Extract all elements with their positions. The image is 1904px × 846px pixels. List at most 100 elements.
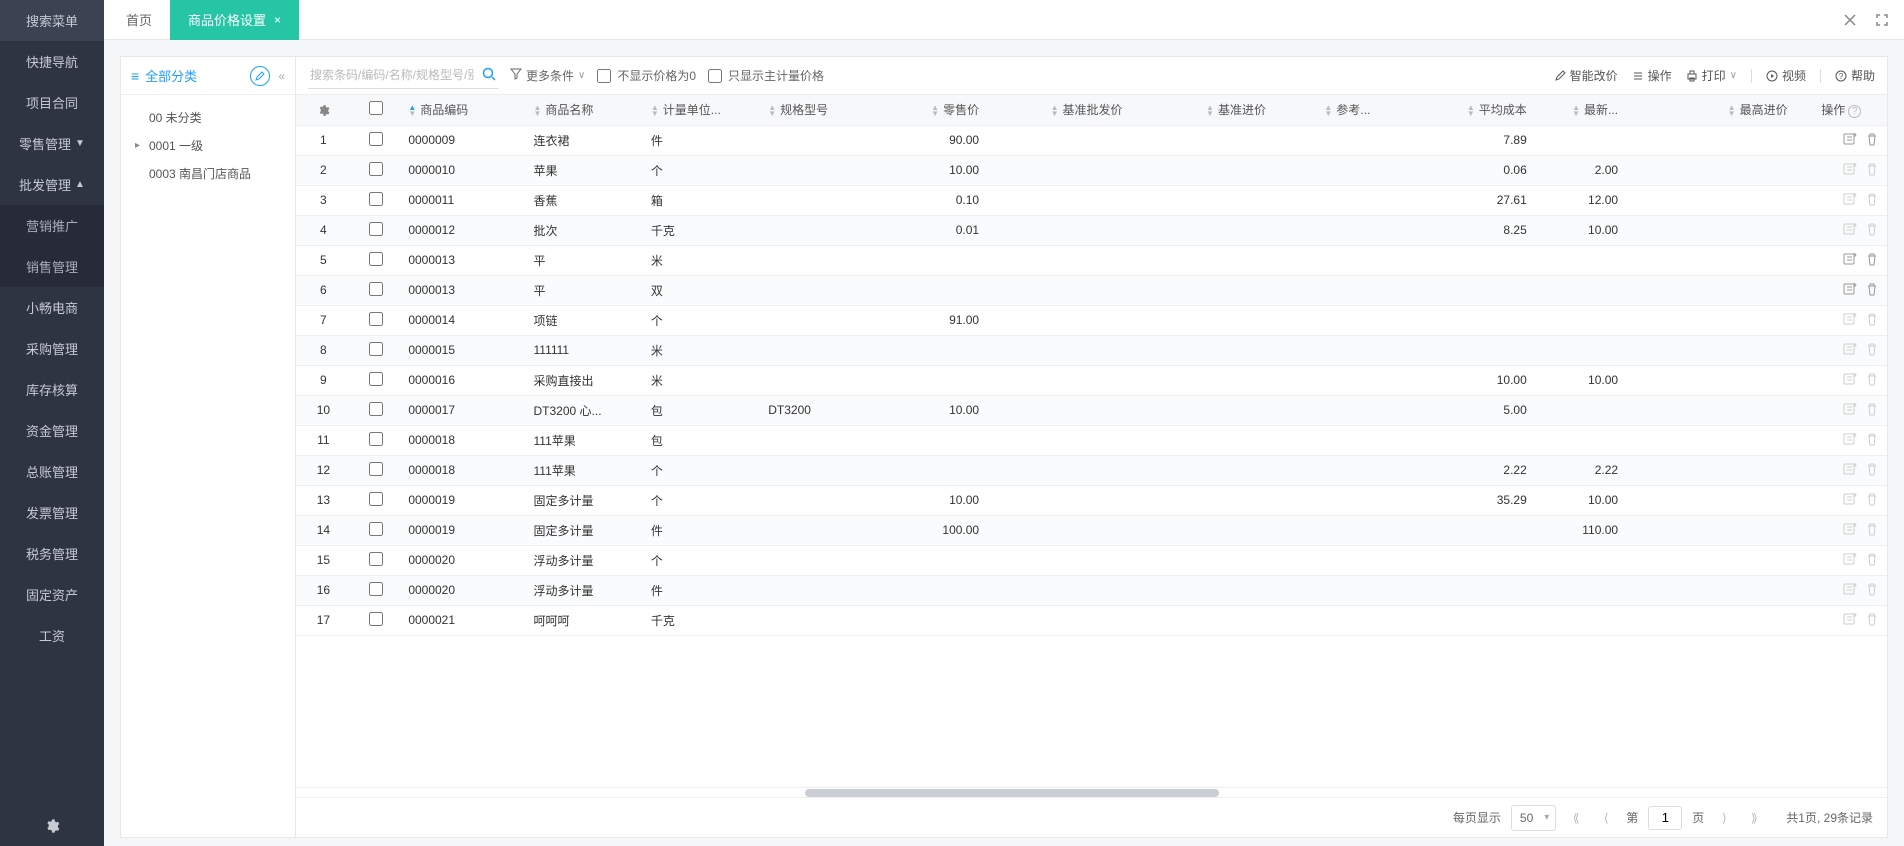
video-button[interactable]: 视频 [1766,67,1806,84]
tree-node-0[interactable]: 00 未分类 [121,103,295,131]
tree-collapse-button[interactable]: « [278,69,285,83]
table-row[interactable]: 170000021呵呵呵千克 [296,605,1887,635]
table-row[interactable]: 60000013平双 [296,275,1887,305]
col-header-unit[interactable]: ▲▼计量单位... [643,95,760,125]
sidebar-item2-3[interactable]: 资金管理 [0,410,104,451]
sidebar-item-3[interactable]: 零售管理▼ [0,123,104,164]
table-row[interactable]: 100000017DT3200 心...包DT320010.005.00 [296,395,1887,425]
hide-zero-price-input[interactable] [597,69,611,83]
col-header-max_cost[interactable]: ▲▼最高进价 [1626,95,1796,125]
sidebar-item2-2[interactable]: 库存核算 [0,369,104,410]
tree-node-1[interactable]: ▸0001 一级 [121,131,295,159]
table-row[interactable]: 110000018111苹果包 [296,425,1887,455]
table-row[interactable]: 130000019固定多计量个10.0035.2910.00 [296,485,1887,515]
row-checkbox[interactable] [369,342,383,356]
page-input[interactable] [1648,806,1682,830]
row-checkbox[interactable] [369,222,383,236]
fullscreen-button[interactable] [1870,8,1894,32]
row-checkbox[interactable] [369,312,383,326]
row-checkbox[interactable] [369,132,383,146]
table-row[interactable]: 80000015111111米 [296,335,1887,365]
row-ops[interactable] [1804,132,1879,146]
row-checkbox[interactable] [369,492,383,506]
table-row[interactable]: 150000020浮动多计量个 [296,545,1887,575]
col-header-base_cost[interactable]: ▲▼基准进价 [1131,95,1274,125]
table-row[interactable]: 50000013平米 [296,245,1887,275]
tree-title[interactable]: 全部分类 [145,66,197,85]
next-page-button[interactable]: ⟩ [1714,808,1734,828]
help-button[interactable]: ? 帮助 [1835,67,1875,84]
sidebar-item-4[interactable]: 批发管理▲ [0,164,104,205]
hscroll-track[interactable] [296,787,1887,797]
col-header-avg_cost[interactable]: ▲▼平均成本 [1378,95,1534,125]
help-icon[interactable]: ? [1848,105,1861,118]
row-checkbox[interactable] [369,522,383,536]
row-checkbox[interactable] [369,372,383,386]
sidebar-subitem-0[interactable]: 营销推广 [0,205,104,246]
table-row[interactable]: 30000011香蕉箱0.1027.6112.00 [296,185,1887,215]
row-checkbox[interactable] [369,612,383,626]
table-row[interactable]: 20000010苹果个10.000.062.00 [296,155,1887,185]
gear-icon[interactable] [317,104,330,117]
sidebar-item-0[interactable]: 搜索菜单 [0,0,104,41]
per-page-select[interactable]: 50 [1511,805,1556,831]
only-main-unit-checkbox[interactable]: 只显示主计量价格 [708,67,824,84]
tab-1[interactable]: 商品价格设置× [170,0,299,40]
prev-page-button[interactable]: ⟨ [1596,808,1616,828]
sidebar-item2-0[interactable]: 小畅电商 [0,287,104,328]
col-header-base_wholesale[interactable]: ▲▼基准批发价 [987,95,1130,125]
grid-scroll[interactable]: ▲▼商品编码▲▼商品名称▲▼计量单位...▲▼规格型号▲▼零售价▲▼基准批发价▲… [296,95,1887,787]
tree-node-2[interactable]: 0003 南昌门店商品 [121,159,295,187]
hide-zero-price-checkbox[interactable]: 不显示价格为0 [597,67,696,84]
sidebar-item-2[interactable]: 项目合同 [0,82,104,123]
table-row[interactable]: 160000020浮动多计量件 [296,575,1887,605]
print-button[interactable]: 打印 ∨ [1686,67,1737,84]
only-main-unit-input[interactable] [708,69,722,83]
search-button[interactable] [482,67,496,84]
settings-button[interactable] [0,806,104,846]
col-header-code[interactable]: ▲▼商品编码 [400,95,525,125]
row-checkbox[interactable] [369,462,383,476]
col-header-ref[interactable]: ▲▼参考... [1274,95,1378,125]
table-row[interactable]: 70000014项链个91.00 [296,305,1887,335]
last-page-button[interactable]: ⟫ [1744,808,1764,828]
operate-button[interactable]: 操作 [1632,67,1672,84]
row-checkbox[interactable] [369,192,383,206]
close-all-tabs-button[interactable] [1838,8,1862,32]
row-checkbox[interactable] [369,582,383,596]
table-row[interactable]: 40000012批次千克0.018.2510.00 [296,215,1887,245]
table-row[interactable]: 90000016采购直接出米10.0010.00 [296,365,1887,395]
col-header-latest[interactable]: ▲▼最新... [1535,95,1626,125]
tab-close-button[interactable]: × [274,13,281,27]
row-checkbox[interactable] [369,282,383,296]
table-row[interactable]: 140000019固定多计量件100.00110.00 [296,515,1887,545]
sidebar-item2-4[interactable]: 总账管理 [0,451,104,492]
sidebar-item2-8[interactable]: 工资 [0,615,104,656]
first-page-button[interactable]: ⟪ [1566,808,1586,828]
row-checkbox[interactable] [369,252,383,266]
sidebar-subitem-1[interactable]: 销售管理 [0,246,104,287]
sidebar-item2-6[interactable]: 税务管理 [0,533,104,574]
col-header-name[interactable]: ▲▼商品名称 [526,95,643,125]
sidebar-item-1[interactable]: 快捷导航 [0,41,104,82]
hscroll-thumb[interactable] [805,789,1219,797]
sidebar-item2-7[interactable]: 固定资产 [0,574,104,615]
sidebar-item2-5[interactable]: 发票管理 [0,492,104,533]
col-header-spec[interactable]: ▲▼规格型号 [760,95,883,125]
row-ops[interactable] [1804,282,1879,296]
sidebar-item2-1[interactable]: 采购管理 [0,328,104,369]
row-ops[interactable] [1804,252,1879,266]
row-checkbox[interactable] [369,402,383,416]
col-header-retail[interactable]: ▲▼零售价 [883,95,987,125]
more-filters-button[interactable]: 更多条件 ∨ [510,67,585,84]
search-input[interactable] [308,63,498,89]
tree-expander-icon[interactable]: ▸ [135,140,145,151]
select-all-checkbox[interactable] [369,101,383,115]
smart-price-button[interactable]: 智能改价 [1554,67,1618,84]
tree-edit-button[interactable] [250,66,270,86]
row-checkbox[interactable] [369,552,383,566]
row-checkbox[interactable] [369,432,383,446]
table-row[interactable]: 120000018111苹果个2.222.22 [296,455,1887,485]
table-row[interactable]: 10000009连衣裙件90.007.89 [296,125,1887,155]
row-checkbox[interactable] [369,162,383,176]
